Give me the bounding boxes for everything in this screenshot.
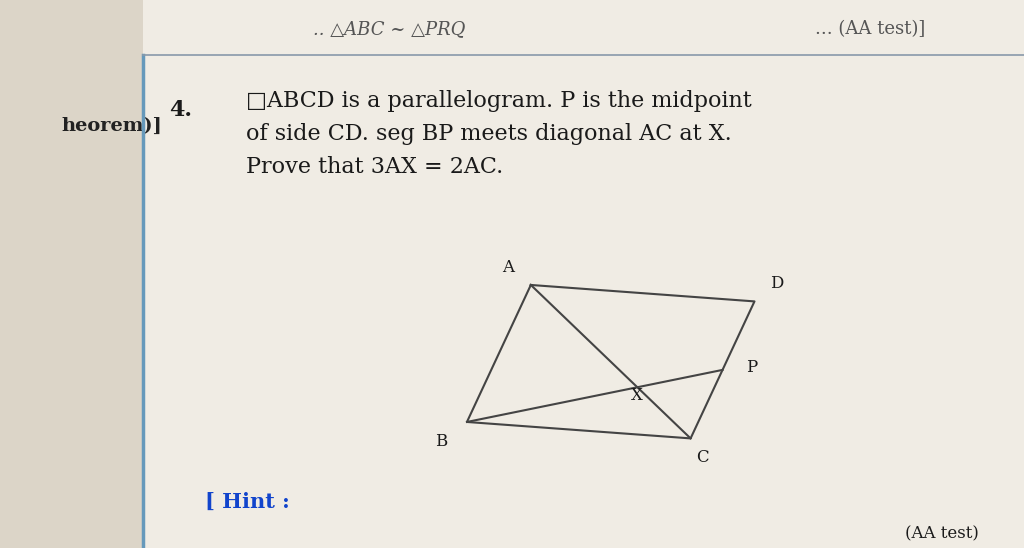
Text: 4.: 4. [169, 99, 191, 121]
Text: C: C [696, 449, 710, 466]
Text: .. △ABC ~ △PRQ: .. △ABC ~ △PRQ [313, 20, 465, 38]
Text: Prove that 3AX = 2AC.: Prove that 3AX = 2AC. [246, 156, 503, 178]
Text: (AA test): (AA test) [905, 526, 979, 543]
Text: heorem)]: heorem)] [61, 117, 163, 135]
Text: □ABCD is a parallelogram. P is the midpoint: □ABCD is a parallelogram. P is the midpo… [246, 90, 752, 112]
Text: A: A [503, 259, 514, 276]
Text: D: D [770, 275, 783, 293]
Text: B: B [435, 432, 447, 450]
Text: X: X [632, 387, 643, 404]
Text: [ Hint :: [ Hint : [205, 492, 290, 511]
Text: P: P [745, 358, 757, 376]
Bar [0, 0, 143, 548]
Text: ... (AA test)]: ... (AA test)] [815, 20, 926, 38]
Text: of side CD. seg BP meets diagonal AC at X.: of side CD. seg BP meets diagonal AC at … [246, 123, 731, 145]
